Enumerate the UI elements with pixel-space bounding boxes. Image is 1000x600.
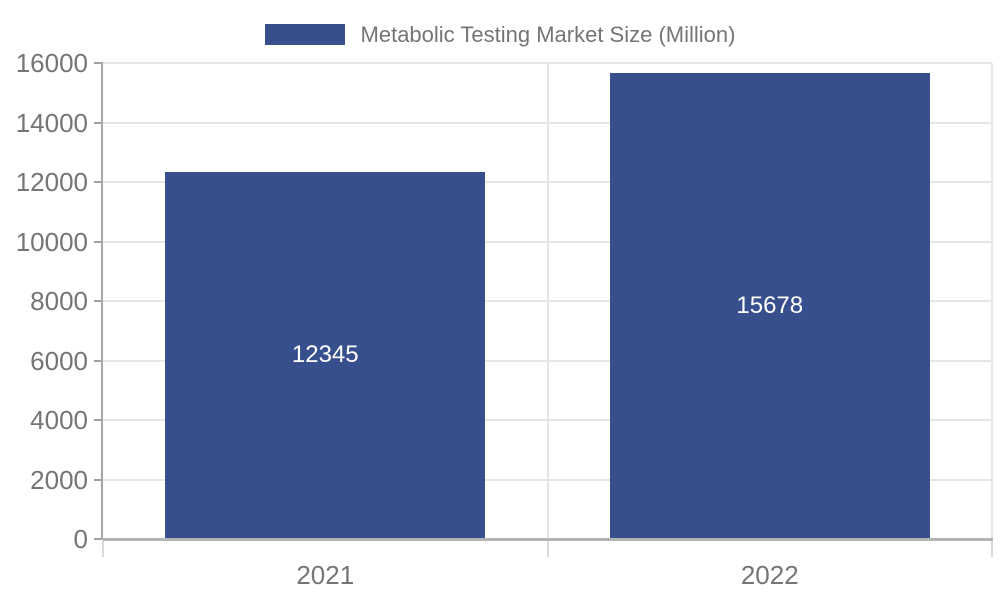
bar [165, 171, 486, 539]
y-axis-tick-label: 10000 [15, 226, 88, 257]
legend-label: Metabolic Testing Market Size (Million) [360, 22, 736, 47]
y-axis-tick [94, 538, 103, 540]
y-axis-tick-label: 0 [73, 524, 88, 554]
y-axis-tick [94, 181, 103, 183]
bar-value-label: 12345 [291, 341, 359, 369]
x-axis-tick-label: 2022 [740, 560, 799, 590]
y-axis-tick-label: 12000 [15, 167, 88, 197]
x-axis-tick [102, 539, 104, 557]
x-axis-tick [546, 539, 549, 557]
x-axis-line [103, 538, 993, 541]
y-axis-tick-label: 6000 [30, 345, 88, 376]
y-axis-tick-label: 14000 [15, 107, 88, 138]
y-axis-tick-label: 2000 [30, 464, 88, 495]
bar-value-label: 15678 [736, 291, 804, 319]
y-axis-tick [94, 62, 103, 64]
y-axis-tick [94, 359, 103, 362]
category-splitline [991, 63, 993, 539]
y-axis-tick [94, 121, 103, 124]
chart-legend: Metabolic Testing Market Size (Million) [0, 22, 1000, 47]
y-axis-tick-label: 4000 [30, 405, 88, 435]
y-axis-tick [94, 478, 103, 481]
y-axis-tick [94, 240, 103, 243]
y-axis-tick-label: 8000 [30, 286, 88, 316]
plot-area: 12345 15678 [103, 62, 993, 540]
x-axis-tick-label: 2021 [296, 560, 355, 590]
y-axis-tick-label: 16000 [15, 48, 88, 78]
y-axis-tick [94, 419, 103, 421]
legend-swatch [264, 24, 345, 45]
y-axis-tick [94, 300, 103, 302]
category-splitline [546, 63, 549, 539]
y-axis-line [101, 63, 103, 539]
x-axis-tick [991, 539, 993, 557]
bar [609, 72, 930, 539]
